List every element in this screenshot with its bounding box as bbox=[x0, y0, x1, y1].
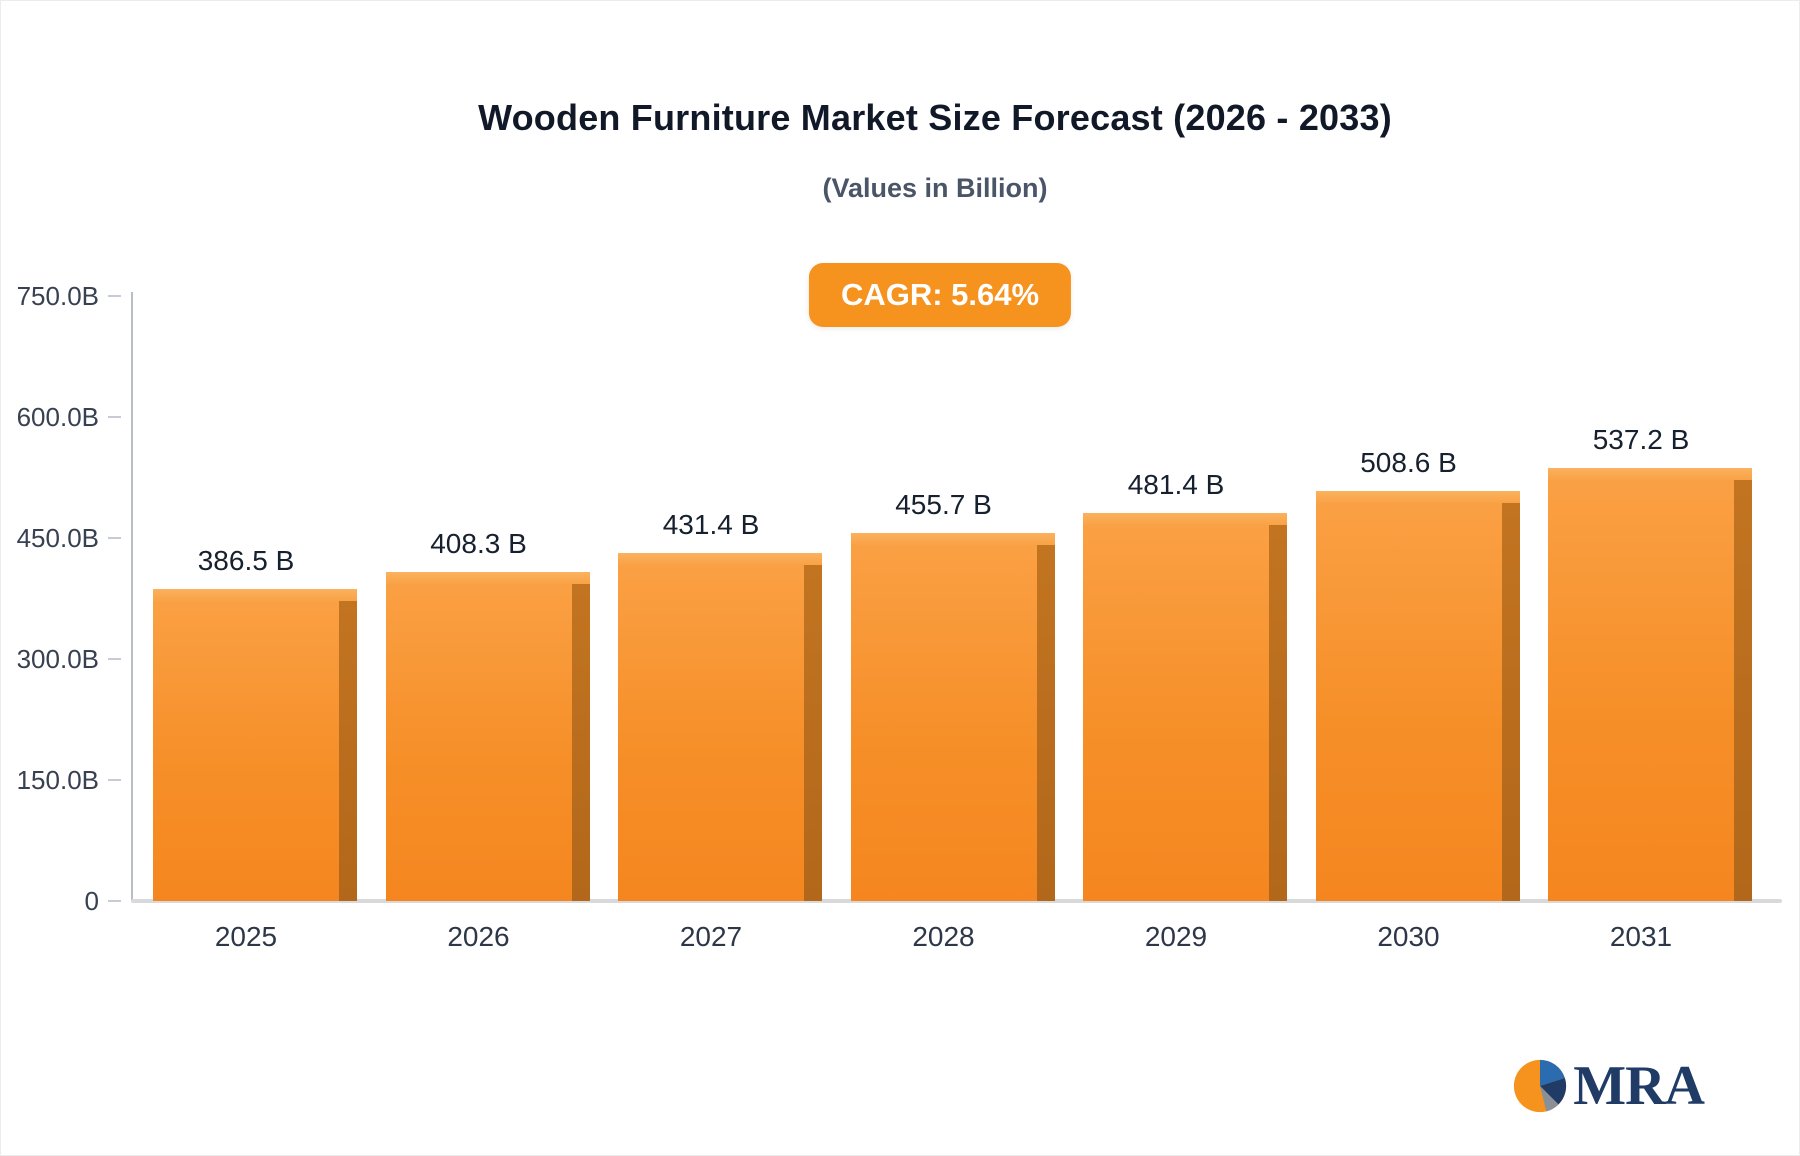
bar: 408.3 B bbox=[385, 528, 590, 901]
bar-top-face bbox=[153, 589, 357, 601]
bar-column: 455.7 B bbox=[850, 489, 1055, 901]
bar-value-label: 508.6 B bbox=[1360, 447, 1457, 478]
bar-column: 431.4 B bbox=[618, 509, 822, 901]
y-axis-tick-label: 750.0B bbox=[16, 281, 99, 311]
logo-text: MRA bbox=[1573, 1055, 1705, 1117]
bar-value-label: 431.4 B bbox=[662, 509, 760, 540]
bar-value-label: 537.2 B bbox=[1592, 424, 1690, 455]
bar-front-face bbox=[385, 584, 572, 901]
bar-side-face bbox=[1036, 545, 1055, 901]
bar-front-face bbox=[153, 601, 339, 901]
y-axis-tick-mark bbox=[108, 779, 121, 781]
y-axis-tick-label: 150.0B bbox=[16, 765, 99, 795]
y-axis-tick-label: 450.0B bbox=[16, 523, 99, 553]
bar-front-face bbox=[1548, 480, 1734, 901]
y-axis: 750.0B 600.0B 450.0B 300.0B 150.0B 0 bbox=[1, 281, 131, 916]
chart-area: 750.0B 600.0B 450.0B 300.0B 150.0B 0 386.5 B 4… bbox=[1, 281, 1800, 953]
bar: 386.5 B bbox=[153, 545, 357, 901]
y-axis-tick-label: 600.0B bbox=[16, 402, 99, 432]
bar-side-face bbox=[1734, 480, 1752, 901]
bar-side-face bbox=[1269, 525, 1287, 901]
bar-value-label: 386.5 B bbox=[197, 545, 295, 576]
plot-area: 386.5 B 408.3 B 431.4 B 455.7 B 481.4 B 508.6… bbox=[131, 292, 1782, 903]
chart-subtitle: (Values in Billion) bbox=[822, 173, 1048, 203]
bar-front-face bbox=[1083, 525, 1269, 901]
bar-column: 537.2 B bbox=[1548, 424, 1752, 901]
bar-side-face bbox=[339, 601, 357, 901]
y-axis-tick-label: 0 bbox=[84, 886, 99, 916]
bar-top-face bbox=[385, 572, 590, 584]
bar-column: 508.6 B bbox=[1315, 447, 1520, 901]
x-axis-label: 2026 bbox=[447, 921, 510, 952]
bar-side-face bbox=[571, 584, 590, 901]
mra-pie-icon bbox=[1514, 1059, 1567, 1113]
bar-top-face bbox=[850, 533, 1055, 545]
x-axis-label: 2030 bbox=[1377, 921, 1440, 952]
x-axis-labels: 2025 2026 2027 2028 2029 2030 2031 bbox=[131, 921, 1774, 953]
bar-front-face bbox=[618, 565, 804, 901]
bar: 455.7 B bbox=[850, 489, 1055, 901]
bar: 431.4 B bbox=[618, 509, 822, 901]
logo: MRA bbox=[1511, 1055, 1705, 1117]
bar-value-label: 481.4 B bbox=[1127, 469, 1225, 500]
bar-column: 408.3 B bbox=[385, 528, 590, 901]
bar: 508.6 B bbox=[1315, 447, 1520, 901]
bar: 537.2 B bbox=[1548, 424, 1752, 901]
bar-front-face bbox=[850, 545, 1037, 901]
cagr-badge: CAGR: 5.64% bbox=[808, 263, 1072, 327]
bar-side-face bbox=[804, 565, 822, 901]
bar-top-face bbox=[618, 553, 822, 565]
x-axis-label: 2027 bbox=[679, 921, 743, 952]
bar-value-label: 455.7 B bbox=[895, 489, 992, 520]
bar: 481.4 B bbox=[1083, 469, 1287, 901]
bar-column: 386.5 B bbox=[153, 545, 357, 901]
bar-top-face bbox=[1548, 468, 1752, 480]
y-axis-tick-mark bbox=[108, 537, 121, 539]
y-axis-line bbox=[131, 292, 133, 901]
x-axis-line bbox=[131, 899, 1782, 903]
y-axis-tick-mark bbox=[108, 900, 121, 902]
y-axis-tick-mark bbox=[108, 658, 121, 660]
bar-top-face bbox=[1083, 513, 1287, 525]
y-axis-tick-label: 300.0B bbox=[16, 644, 99, 674]
y-axis-tick-mark bbox=[108, 416, 121, 418]
x-axis-label: 2025 bbox=[214, 921, 278, 952]
x-axis-label: 2028 bbox=[912, 921, 975, 952]
y-axis-tick-mark bbox=[108, 295, 121, 297]
x-axis-label: 2029 bbox=[1144, 921, 1208, 952]
bar-top-face bbox=[1315, 491, 1520, 503]
chart-title: Wooden Furniture Market Size Forecast (2… bbox=[478, 97, 1392, 138]
bar-front-face bbox=[1315, 503, 1502, 901]
bar-side-face bbox=[1501, 503, 1520, 901]
bar-column: 481.4 B bbox=[1083, 469, 1287, 901]
x-axis-label: 2031 bbox=[1609, 921, 1673, 952]
bar-value-label: 408.3 B bbox=[430, 528, 527, 559]
